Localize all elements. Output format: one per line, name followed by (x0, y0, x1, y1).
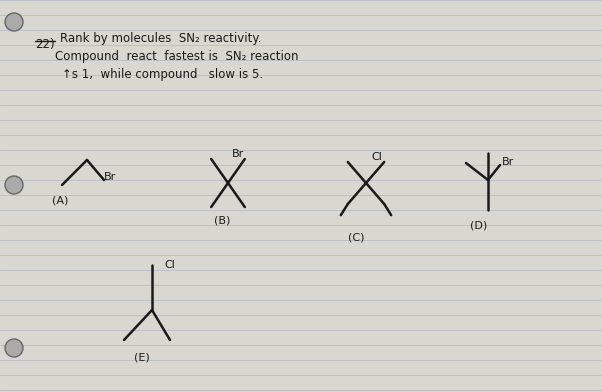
Text: Br: Br (502, 157, 514, 167)
Text: Br: Br (104, 172, 116, 182)
Text: (D): (D) (470, 220, 487, 230)
Text: 22): 22) (35, 38, 55, 51)
Circle shape (5, 339, 23, 357)
Text: Compound  react  fastest is  SN₂ reaction: Compound react fastest is SN₂ reaction (55, 50, 299, 63)
Text: (E): (E) (134, 352, 150, 362)
Text: Rank by molecules  SN₂ reactivity.: Rank by molecules SN₂ reactivity. (60, 32, 261, 45)
Text: (C): (C) (348, 232, 364, 242)
Text: Cl: Cl (164, 260, 175, 270)
Text: ↑s 1,  while compound   slow is 5.: ↑s 1, while compound slow is 5. (62, 68, 263, 81)
Circle shape (5, 13, 23, 31)
Circle shape (5, 176, 23, 194)
Text: (B): (B) (214, 215, 231, 225)
Text: Cl: Cl (371, 152, 382, 162)
Text: (A): (A) (52, 195, 69, 205)
Text: Br: Br (232, 149, 244, 159)
